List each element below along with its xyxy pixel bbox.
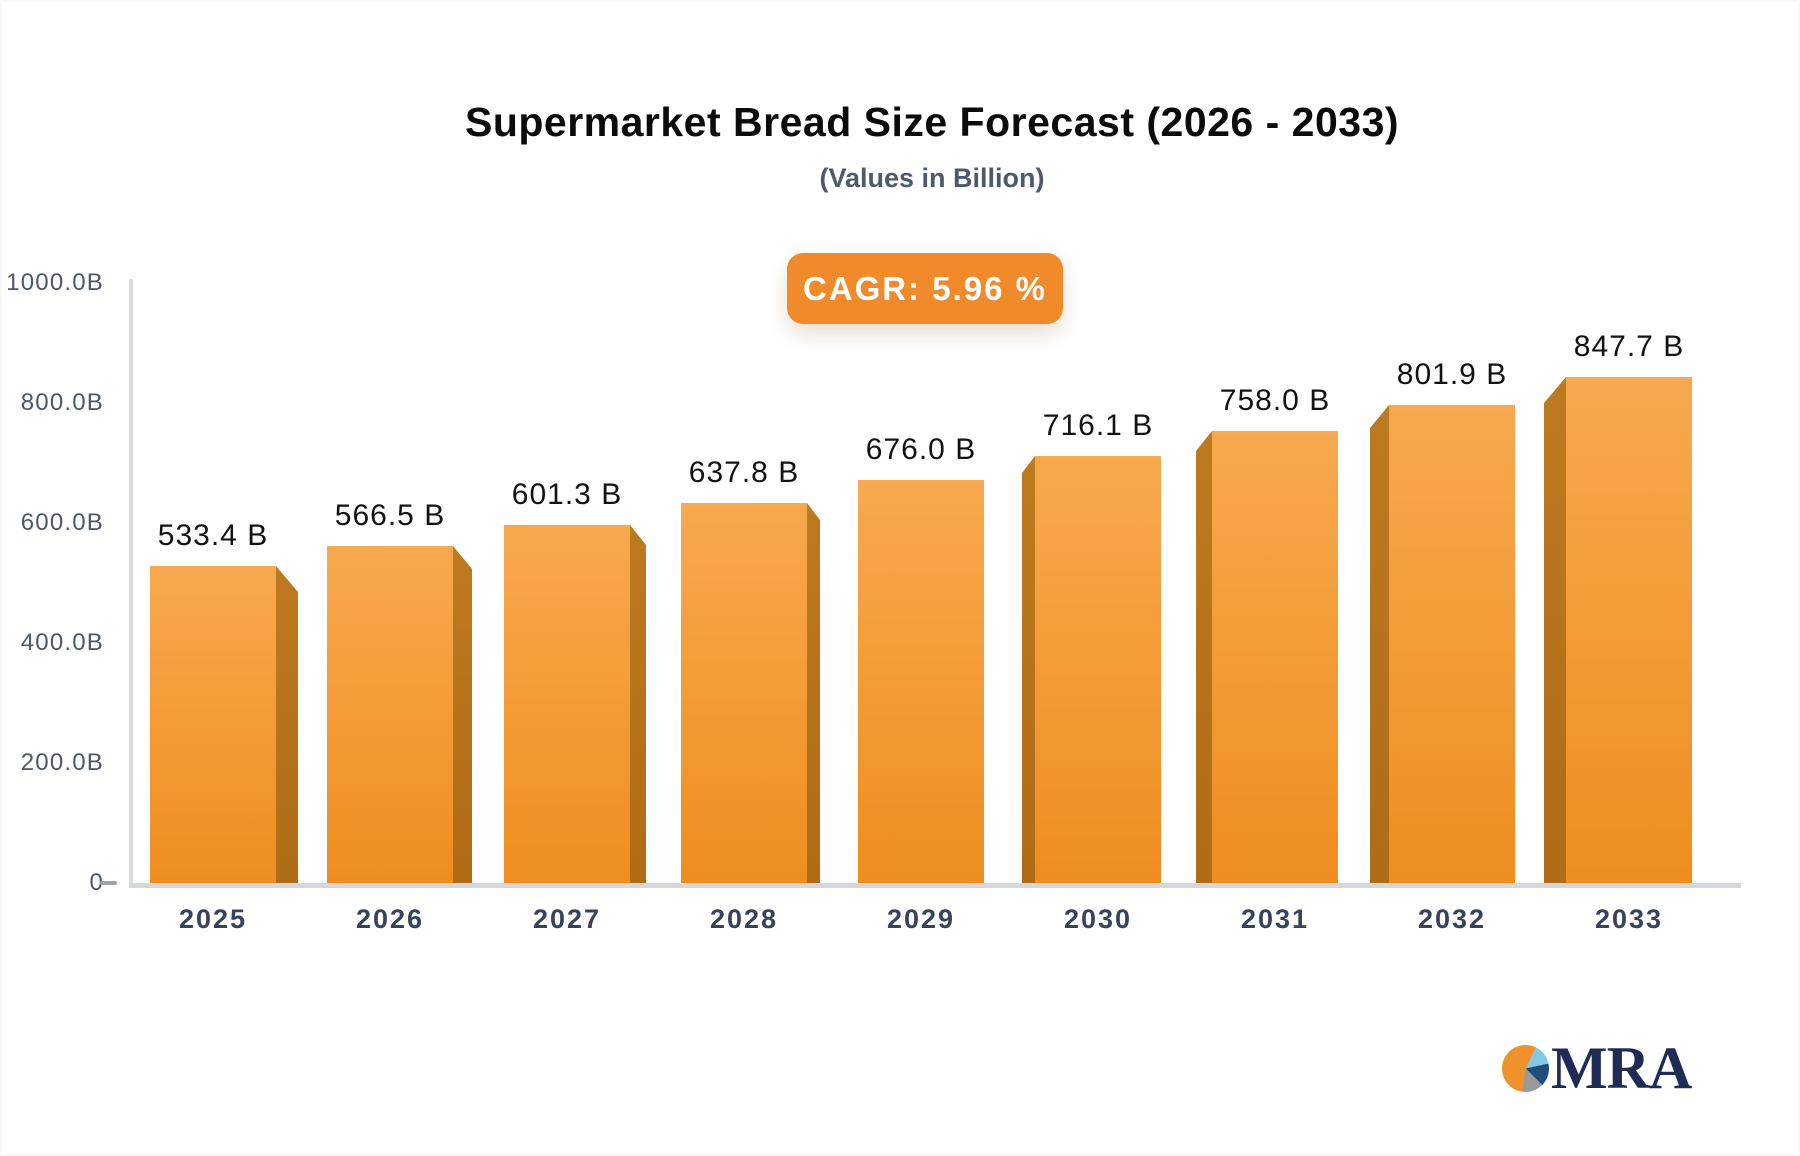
y-axis-tick-label: 400.0B bbox=[20, 629, 104, 656]
bar-value-label: 533.4 B bbox=[157, 519, 269, 552]
bar-2027[interactable] bbox=[504, 525, 630, 886]
bar-3d-side-face bbox=[453, 546, 472, 886]
bar-3d-side-face bbox=[1022, 456, 1035, 886]
bar-value-label: 676.0 B bbox=[865, 433, 977, 466]
bar-2026[interactable] bbox=[327, 546, 453, 886]
bar-2030[interactable] bbox=[1035, 456, 1161, 886]
x-axis-tick-label: 2029 bbox=[886, 904, 956, 934]
chart-subtitle: (Values in Billion) bbox=[819, 163, 1045, 193]
x-axis-tick-label: 2033 bbox=[1594, 904, 1664, 934]
y-axis-tick-label: 200.0B bbox=[20, 749, 104, 776]
bar-2031[interactable] bbox=[1212, 431, 1338, 886]
zero-tick-mark bbox=[100, 881, 117, 885]
bar-3d-side-face bbox=[1370, 405, 1389, 886]
bar-3d-side-face bbox=[630, 525, 646, 886]
x-axis-tick-label: 2031 bbox=[1240, 904, 1310, 934]
bar-3d-side-face bbox=[807, 503, 820, 886]
y-axis-line bbox=[129, 279, 133, 888]
x-axis-baseline bbox=[129, 883, 1741, 888]
bar-3d-side-face bbox=[1544, 377, 1566, 886]
bar-value-label: 801.9 B bbox=[1396, 358, 1508, 391]
x-axis-tick-label: 2026 bbox=[355, 904, 425, 934]
bar-2025[interactable] bbox=[150, 566, 276, 886]
y-axis-tick-label: 0 bbox=[89, 869, 104, 896]
brand-name: MRA bbox=[1551, 1035, 1692, 1101]
y-axis-tick-label: 600.0B bbox=[20, 509, 104, 536]
bar-value-label: 758.0 B bbox=[1219, 384, 1331, 417]
pie-chart-logo-icon bbox=[1502, 1044, 1549, 1092]
brand-logo: MRA bbox=[1502, 1035, 1692, 1101]
bar-2033[interactable] bbox=[1566, 377, 1692, 886]
x-axis-tick-label: 2028 bbox=[709, 904, 779, 934]
bar-2032[interactable] bbox=[1389, 405, 1515, 886]
bar-value-label: 601.3 B bbox=[511, 478, 623, 511]
bar-value-label: 566.5 B bbox=[334, 499, 446, 532]
y-axis-tick-label: 1000.0B bbox=[6, 269, 104, 296]
bar-3d-side-face bbox=[276, 566, 298, 886]
y-axis-tick-label: 800.0B bbox=[20, 389, 104, 416]
x-axis-tick-label: 2032 bbox=[1417, 904, 1487, 934]
bar-2029[interactable] bbox=[858, 480, 984, 886]
bar-value-label: 637.8 B bbox=[688, 456, 800, 489]
bar-3d-side-face bbox=[1196, 431, 1212, 886]
bar-value-label: 847.7 B bbox=[1573, 330, 1685, 363]
bar-value-label: 716.1 B bbox=[1042, 409, 1154, 442]
cagr-badge: CAGR: 5.96 % bbox=[787, 253, 1063, 324]
x-axis-tick-label: 2027 bbox=[532, 904, 602, 934]
chart-title: Supermarket Bread Size Forecast (2026 - … bbox=[464, 99, 1400, 145]
bar-2028[interactable] bbox=[681, 503, 807, 886]
x-axis-tick-label: 2025 bbox=[178, 904, 248, 934]
x-axis-tick-label: 2030 bbox=[1063, 904, 1133, 934]
